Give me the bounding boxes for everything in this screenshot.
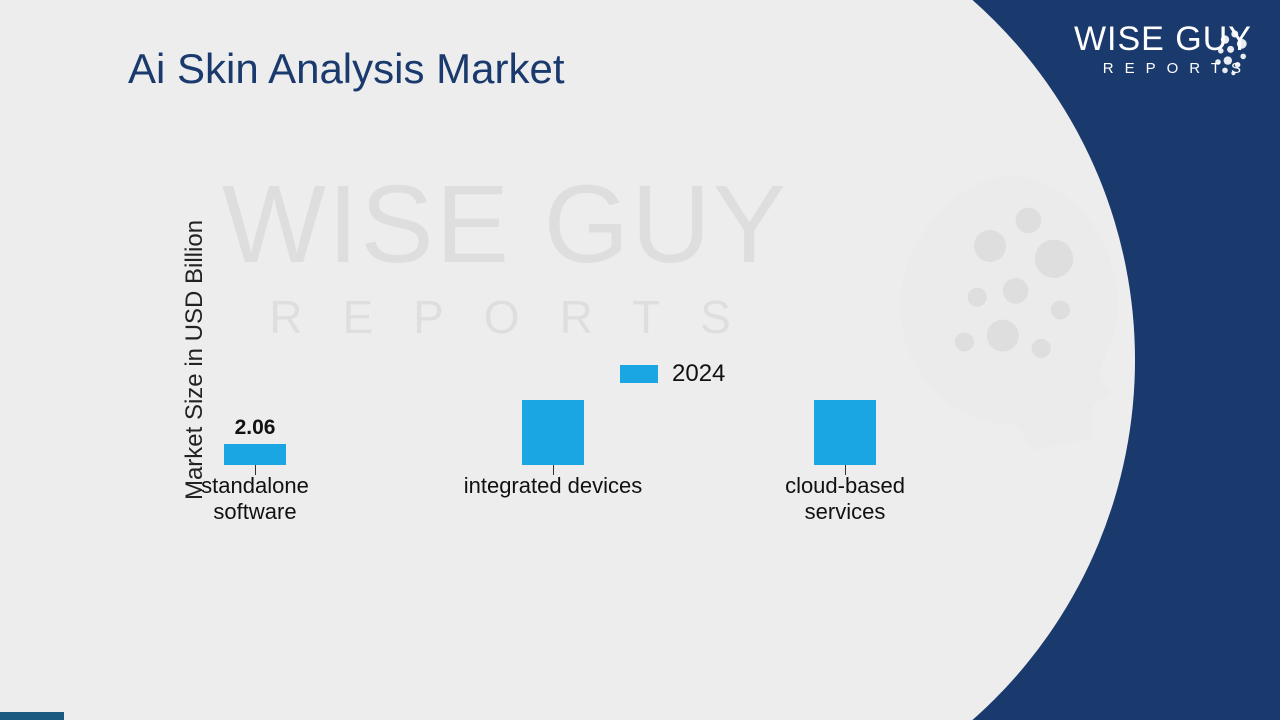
- category-label: standalone software: [165, 473, 345, 526]
- bar-slot: cloud-based services: [755, 400, 935, 465]
- bar-slot: integrated devices: [463, 400, 643, 465]
- category-label: cloud-based services: [755, 473, 935, 526]
- bar: [224, 444, 286, 465]
- bar-chart: 2.06standalone softwareintegrated device…: [105, 145, 925, 545]
- bar: [522, 400, 584, 465]
- bar-value-label: 2.06: [165, 416, 345, 440]
- brand-head-icon: [1190, 20, 1260, 90]
- category-label: integrated devices: [463, 473, 643, 499]
- chart-title: Ai Skin Analysis Market: [128, 45, 565, 93]
- canvas: WISE GUY REPORTS Ai Skin Analysis Market…: [0, 0, 1280, 720]
- axis-tick: [845, 465, 846, 475]
- axis-tick: [255, 465, 256, 475]
- bar-slot: 2.06standalone software: [165, 444, 345, 465]
- bottom-accent-bar: [0, 712, 64, 720]
- bar: [814, 400, 876, 465]
- axis-tick: [553, 465, 554, 475]
